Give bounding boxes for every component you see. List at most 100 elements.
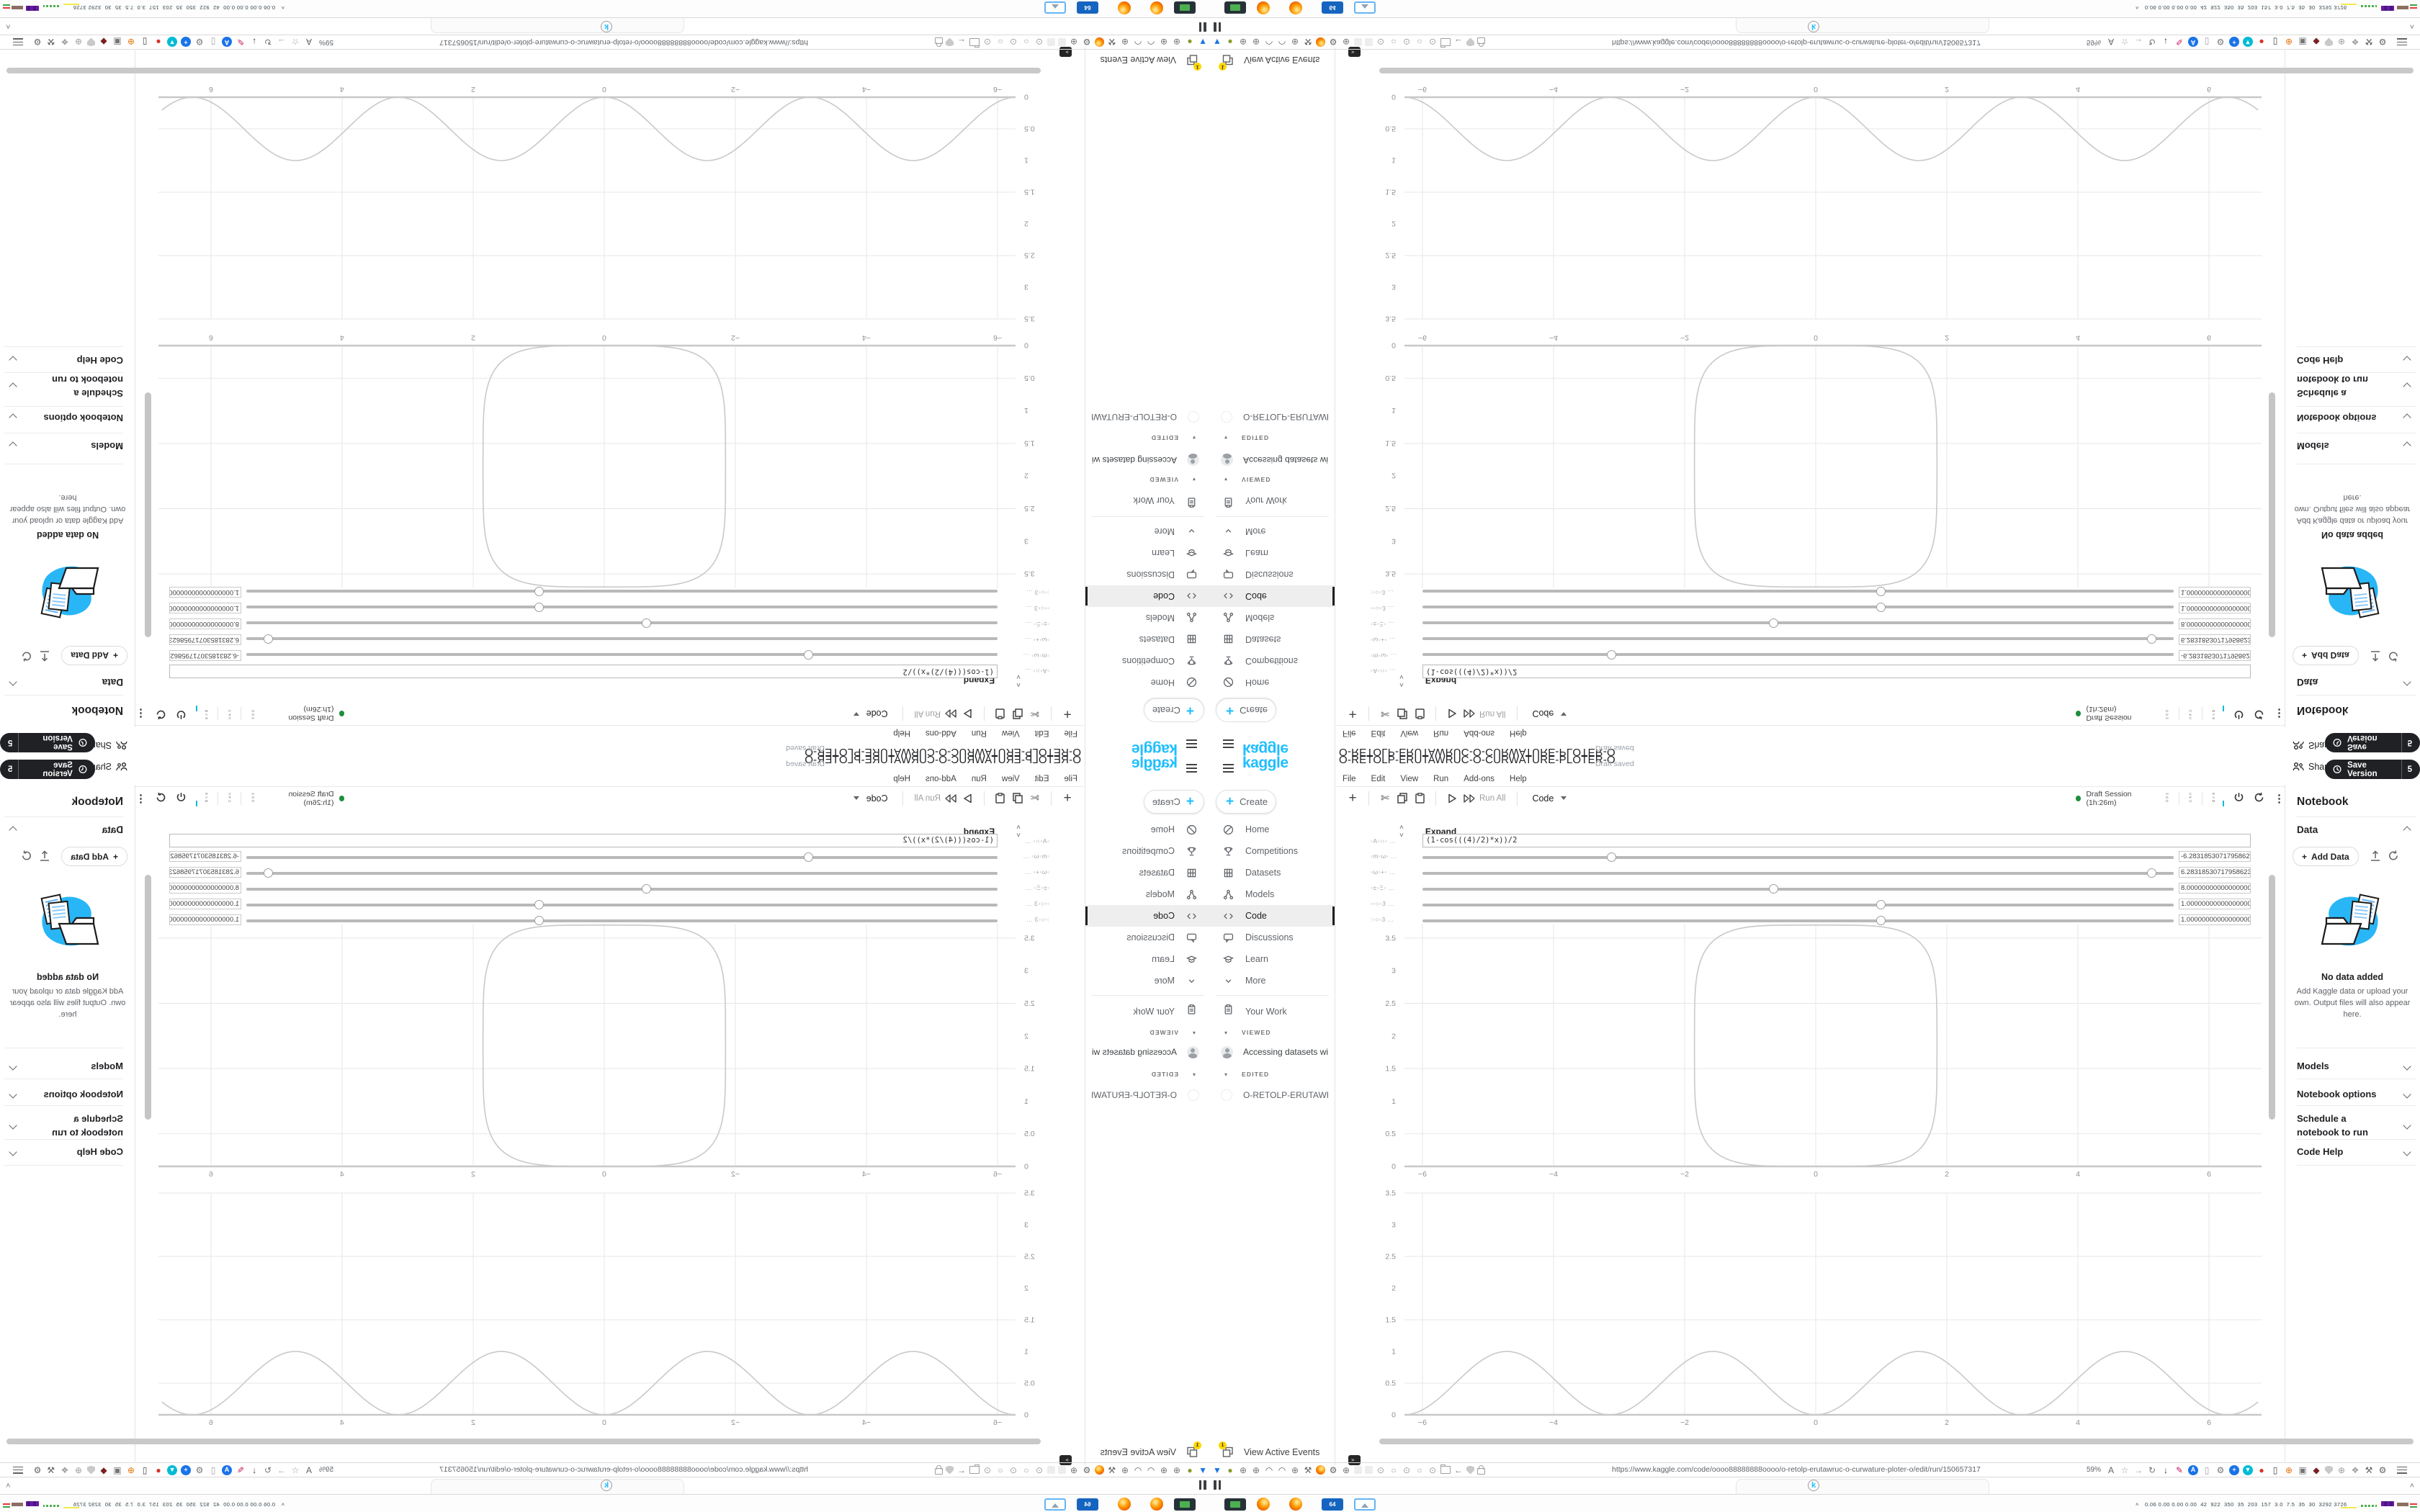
slider-value[interactable]: 8.00000000000000000000 [2179, 618, 2251, 629]
firefox-app-icon[interactable] [1118, 1498, 1131, 1511]
menu-run[interactable]: Run [1433, 729, 1449, 737]
power-icon[interactable] [176, 792, 187, 805]
sidebar-item-discussions[interactable]: Discussions [1210, 564, 1335, 585]
shield-icon[interactable] [946, 38, 954, 47]
slider-value[interactable]: 1.00000000000000000000 [169, 914, 241, 925]
firefox-icon[interactable] [1095, 37, 1104, 47]
view-active-events-button[interactable]: 1 View Active Events [1210, 1441, 1335, 1463]
lock-icon[interactable] [1477, 1465, 1485, 1475]
forward-arrow-icon[interactable]: → [277, 37, 286, 48]
slider-handle[interactable] [2146, 868, 2156, 878]
globe-icon[interactable]: ⊕ [1121, 37, 1129, 48]
radio-icon[interactable]: ○ [1417, 37, 1422, 48]
disabled-ext-icon[interactable] [1058, 1466, 1066, 1474]
gauge-icon[interactable]: ◠ [1278, 1464, 1286, 1475]
sidebar-item-datasets[interactable]: Datasets [1210, 629, 1335, 650]
funnel-icon[interactable]: ▼ [1198, 37, 1207, 48]
upload-icon[interactable] [39, 647, 50, 662]
back-arrow-icon[interactable]: ← [957, 37, 966, 48]
disabled-ext-icon[interactable] [1354, 1466, 1362, 1474]
run-all-label[interactable]: Run All [914, 709, 941, 719]
reload-icon[interactable]: ↻ [264, 1464, 272, 1475]
puzzle-icon[interactable]: ❖ [2351, 1464, 2360, 1475]
menu-add-ons[interactable]: Add-ons [1464, 775, 1495, 783]
power-icon[interactable] [2233, 792, 2244, 805]
slider-value[interactable]: -6.283185307179586232 [169, 650, 241, 661]
plus-ext-icon[interactable]: + [181, 1464, 191, 1475]
globe-icon[interactable]: ⊕ [1342, 37, 1350, 48]
shield-grey-icon[interactable] [87, 38, 95, 47]
cut-cell-button[interactable]: ✄ [1031, 708, 1039, 720]
ublock-icon[interactable]: ◆ [2313, 1464, 2320, 1475]
ice-red-icon[interactable]: ● [156, 1464, 161, 1475]
lock-icon[interactable] [1477, 37, 1485, 44]
notebook-title[interactable]: O-RETOLP-ERUTAWRUC-O-CURWATURE-PLOTER-O [1339, 746, 1615, 756]
disabled-ext-icon[interactable] [1354, 38, 1362, 46]
add-data-button[interactable]: + Add Data [2293, 847, 2359, 866]
slider-value[interactable]: 1.00000000000000000000 [2179, 914, 2251, 925]
save-version-button[interactable]: Save Version 5 [2325, 733, 2420, 752]
power-icon[interactable] [2233, 708, 2244, 721]
sidebar-item-datasets[interactable]: Datasets [1085, 862, 1210, 883]
chevron-up-icon[interactable]: ˄ [2409, 22, 2414, 30]
sidebar-item-home[interactable]: Home [1210, 672, 1335, 693]
gauge-icon[interactable]: ◠ [1265, 37, 1273, 48]
globe-orange-icon[interactable]: ⊕ [127, 37, 135, 48]
floppy64-app-icon[interactable]: 64 [1322, 1498, 1343, 1511]
screenshot-app-icon[interactable] [1044, 1, 1066, 14]
ublock-icon[interactable]: ◆ [2313, 37, 2320, 48]
slider-track[interactable] [246, 603, 998, 613]
back-arrow-icon[interactable]: ← [1454, 37, 1463, 48]
slider-track[interactable] [1422, 603, 2174, 613]
zoom-level[interactable]: 59% [2086, 1466, 2101, 1474]
sidebar-item-edited-notebook[interactable]: O-RETOLP-ERUTAWR... [1085, 409, 1210, 425]
floppy64-app-icon[interactable]: 64 [1077, 1498, 1098, 1511]
shield-down-icon[interactable]: ▼ [167, 1464, 177, 1475]
box-trash-icon[interactable]: ▣ [113, 37, 122, 48]
notebook-options-section-header[interactable]: Notebook options [2297, 1089, 2411, 1099]
sidebar-item-models[interactable]: Models [1085, 607, 1210, 629]
translate-ext-icon[interactable]: A [2188, 37, 2198, 48]
globe-grey-icon[interactable]: ⊕ [2337, 37, 2346, 48]
run-all-icon[interactable] [942, 709, 959, 719]
bookmark-star-icon[interactable]: ☆ [2120, 1464, 2129, 1475]
mouse-icon[interactable]: ▯ [210, 37, 216, 48]
schedule-section-header[interactable]: Schedule a notebook to run [2297, 1112, 2411, 1138]
code-help-section-header[interactable]: Code Help [9, 355, 123, 366]
gear2-icon[interactable]: ⚙ [2378, 1464, 2387, 1475]
slider-track[interactable] [1422, 883, 2174, 894]
cell-type-dropdown[interactable]: Code [1532, 709, 1567, 719]
browser-tab[interactable] [431, 1479, 684, 1495]
menu-run[interactable]: Run [971, 775, 987, 783]
wrench-icon[interactable]: ⚒ [1108, 1464, 1116, 1475]
gear-icon[interactable]: ⚙ [1083, 1464, 1091, 1475]
radio-icon[interactable]: ○ [1417, 1464, 1422, 1475]
sidebar-item-code[interactable]: Code [1210, 905, 1335, 927]
run-all-label[interactable]: Run All [914, 793, 941, 803]
notebook-vertical-scrollbar[interactable] [2269, 875, 2275, 1120]
reload-icon[interactable]: ↻ [2148, 37, 2156, 48]
zoom-level[interactable]: 59% [319, 38, 334, 46]
shield-grey-icon[interactable] [2325, 1465, 2333, 1475]
paste-cell-button[interactable] [992, 708, 1009, 719]
sidebar-item-viewed-notebook[interactable]: Accessing datasets wi... [1085, 1044, 1210, 1060]
horizontal-scrollbar[interactable] [6, 68, 1041, 73]
slider-handle[interactable] [2146, 634, 2156, 644]
viewed-section-header[interactable]: ▾ VIEWED [1224, 476, 1271, 483]
restart-icon[interactable] [156, 792, 166, 805]
cut-cell-button[interactable]: ✄ [1381, 708, 1389, 720]
slider-handle[interactable] [1876, 899, 1886, 909]
sidebar-item-home[interactable]: Home [1210, 819, 1335, 840]
copy-cell-button[interactable] [1009, 793, 1026, 804]
gauge-icon[interactable]: ◠ [1278, 37, 1286, 48]
slider-track[interactable] [1422, 852, 2174, 862]
menu-view[interactable]: View [1001, 775, 1020, 783]
menu-help[interactable]: Help [1510, 729, 1527, 737]
shield-grey-icon[interactable] [2325, 38, 2333, 47]
add-cell-button[interactable]: + [1063, 790, 1072, 806]
restart-icon[interactable] [156, 708, 166, 721]
notebook-title[interactable]: O-RETOLP-ERUTAWRUC-O-CURWATURE-PLOTER-O [1339, 756, 1615, 766]
sidebar-item-models[interactable]: Models [1210, 883, 1335, 905]
schedule-section-header[interactable]: Schedule a notebook to run [2297, 374, 2411, 400]
copy-cell-button[interactable] [1394, 708, 1411, 719]
